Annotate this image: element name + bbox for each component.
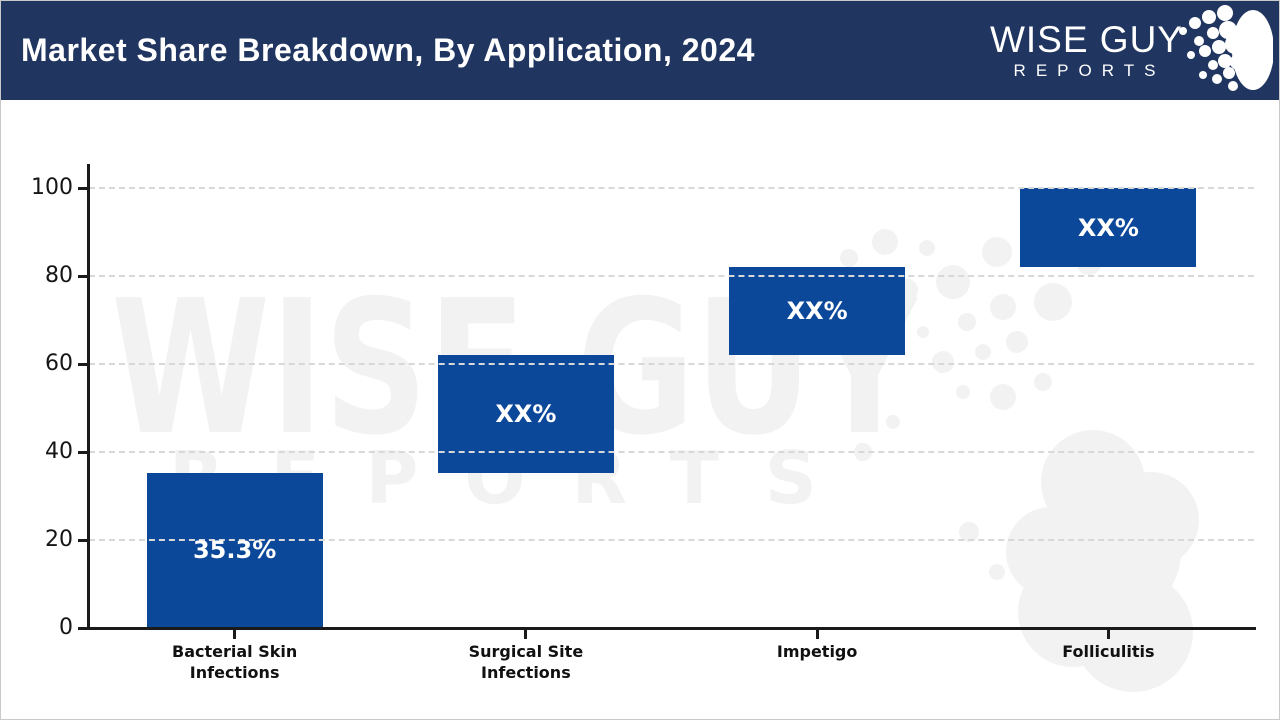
gridline-60 bbox=[89, 363, 1254, 365]
plot-area: WISE GUY REPORTS 0 20 40 60 80 100 35.3% Bacter… bbox=[1, 100, 1279, 719]
x-tick-label-line: Bacterial Skin bbox=[172, 642, 298, 661]
x-tick-label-line: Infections bbox=[189, 663, 280, 682]
wise-guy-logo: WISE GUY REPORTS bbox=[990, 3, 1273, 98]
bar-label-box-folliculitis: XX% bbox=[1020, 188, 1196, 267]
bar-value-label: XX% bbox=[495, 399, 557, 428]
bar-impetigo bbox=[729, 267, 906, 356]
y-tick-mark-80 bbox=[78, 274, 87, 278]
y-tick-label-0: 0 bbox=[59, 615, 73, 640]
x-axis-spine bbox=[87, 627, 1256, 630]
x-tick-label-line: Surgical Site bbox=[468, 642, 584, 661]
x-tick-mark-bacterial-skin-infections bbox=[233, 630, 237, 639]
watermark-head-icon bbox=[840, 229, 1199, 692]
gridline-100 bbox=[89, 187, 1254, 189]
bar-value-label: XX% bbox=[1077, 213, 1139, 242]
y-tick-mark-0 bbox=[78, 626, 87, 630]
chart-title: Market Share Breakdown, By Application, … bbox=[21, 32, 755, 68]
y-tick-label-100: 100 bbox=[31, 175, 73, 200]
y-tick-mark-60 bbox=[78, 362, 87, 366]
bar-label-box-surgical-site-infections: XX% bbox=[438, 355, 614, 472]
logo-name: WISE GUY bbox=[989, 18, 1183, 60]
y-tick-mark-100 bbox=[78, 186, 87, 190]
gridline-80 bbox=[89, 275, 1254, 277]
bar-label-box-impetigo: XX% bbox=[729, 267, 905, 355]
bar-surgical-site-infections bbox=[437, 355, 614, 473]
x-tick-label-impetigo: Impetigo bbox=[672, 641, 962, 662]
x-tick-mark-folliculitis bbox=[1106, 630, 1110, 639]
header-bar: Market Share Breakdown, By Application, … bbox=[1, 1, 1279, 100]
y-tick-mark-40 bbox=[78, 450, 87, 454]
bar-label-box-bacterial-skin-infections: 35.3% bbox=[147, 473, 323, 628]
y-tick-label-40: 40 bbox=[45, 439, 73, 464]
gridline-40 bbox=[89, 451, 1254, 453]
y-tick-label-80: 80 bbox=[45, 263, 73, 288]
x-tick-label-line: Infections bbox=[481, 663, 571, 682]
logo-text: WISE GUY REPORTS bbox=[990, 21, 1183, 81]
gridline-20 bbox=[89, 539, 1254, 541]
bar-bacterial-skin-infections bbox=[146, 472, 323, 628]
bar-value-label: 35.3% bbox=[192, 536, 277, 565]
y-tick-mark-20 bbox=[78, 538, 87, 542]
bar-value-label: XX% bbox=[786, 297, 848, 326]
x-tick-mark-surgical-site-infections bbox=[524, 630, 528, 639]
x-tick-label-line: Impetigo bbox=[776, 642, 858, 661]
bar-folliculitis bbox=[1020, 188, 1197, 268]
x-tick-label-line: Folliculitis bbox=[1062, 642, 1155, 661]
x-tick-label-folliculitis: Folliculitis bbox=[963, 641, 1253, 662]
logo-head-icon bbox=[1179, 5, 1273, 91]
y-axis-spine bbox=[87, 164, 90, 630]
x-tick-label-bacterial-skin-infections: Bacterial Skin Infections bbox=[90, 641, 380, 683]
x-tick-label-surgical-site-infections: Surgical Site Infections bbox=[381, 641, 671, 683]
x-tick-mark-impetigo bbox=[815, 630, 819, 639]
y-tick-label-20: 20 bbox=[45, 527, 73, 552]
y-tick-label-60: 60 bbox=[45, 351, 73, 376]
logo-subtitle: REPORTS bbox=[1013, 60, 1166, 80]
